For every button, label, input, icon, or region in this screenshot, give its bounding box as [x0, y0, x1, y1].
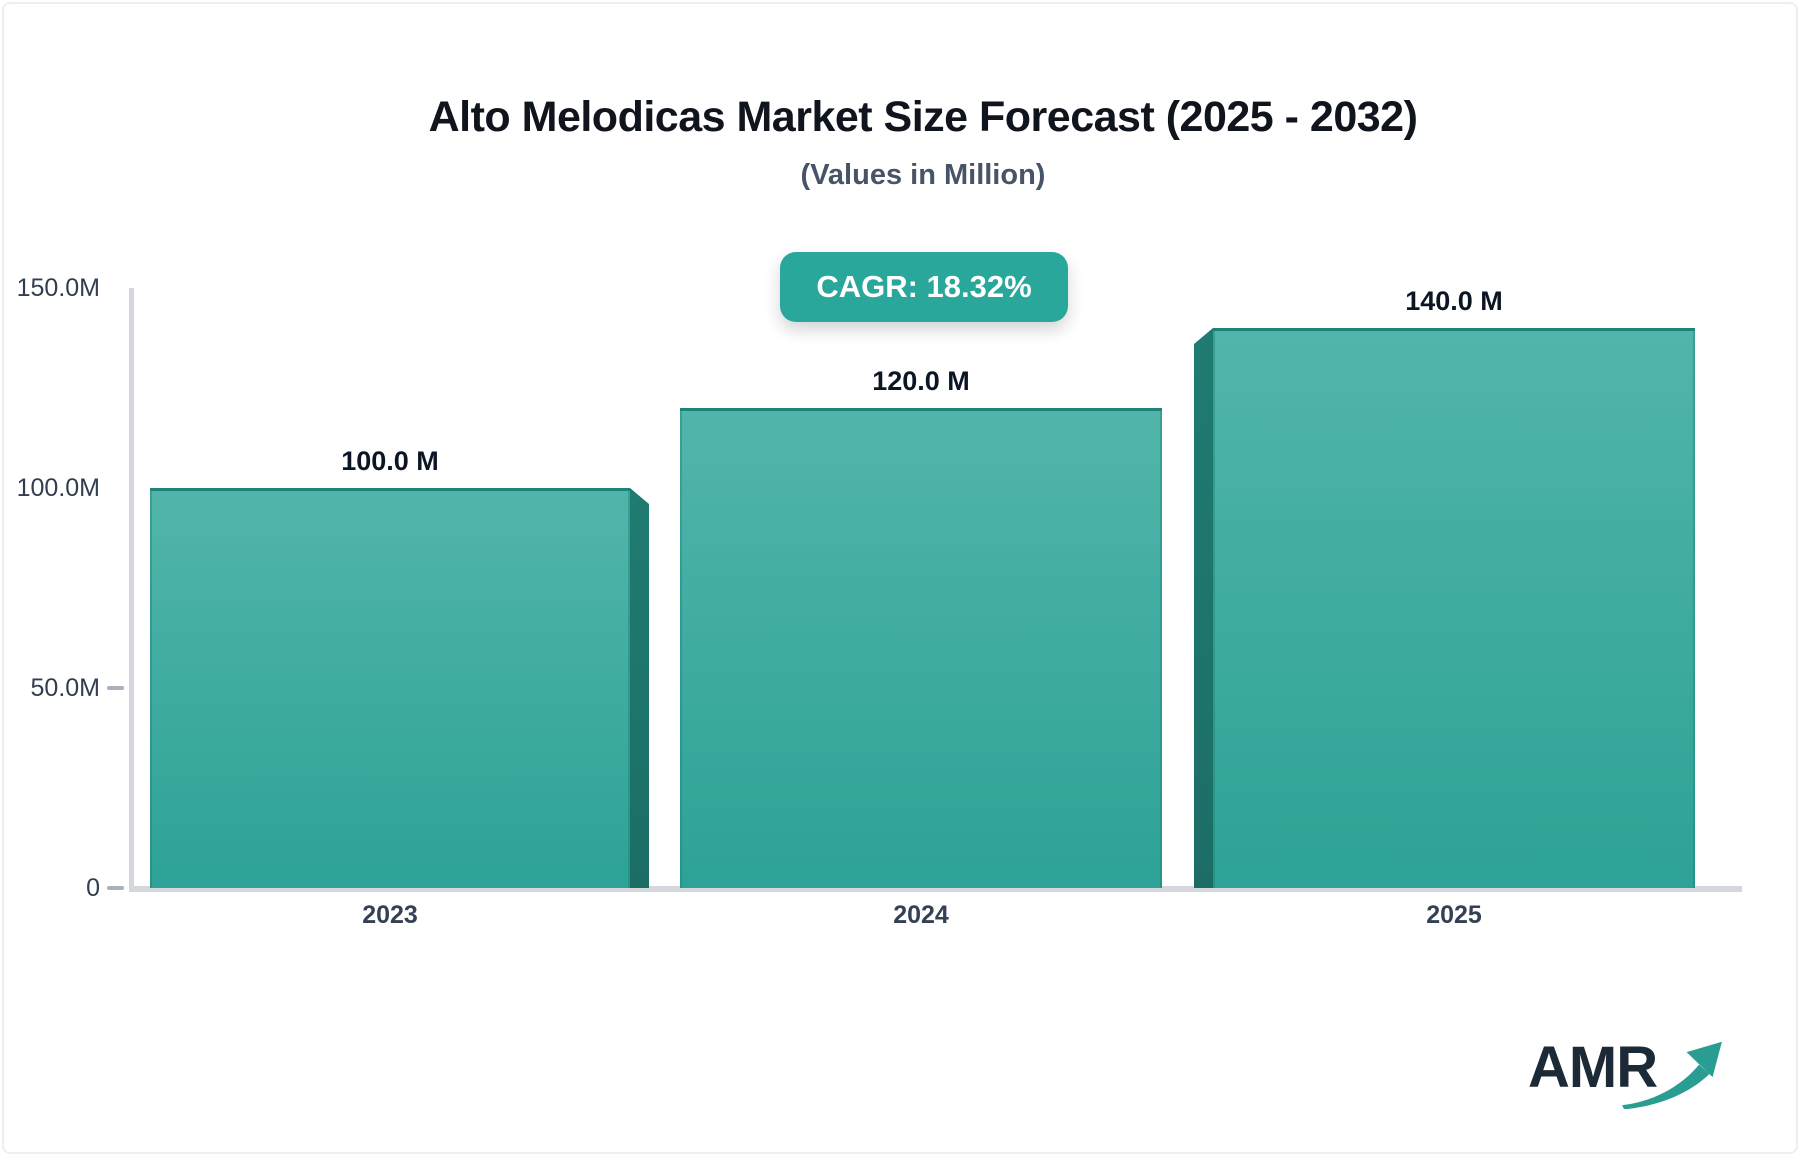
- bar-value-label-2023: 100.0 M: [341, 446, 439, 476]
- bar-2023[interactable]: [150, 488, 630, 888]
- y-tick-label-50: 50.0M: [30, 674, 100, 702]
- chart-subtitle: (Values in Million): [800, 159, 1046, 191]
- y-tick-mark-50: [107, 686, 124, 690]
- logo-text: AMR: [1528, 1035, 1658, 1100]
- bar-value-label-2024: 120.0 M: [872, 366, 970, 396]
- bar-3d-side-2025: [1194, 328, 1213, 888]
- y-axis-line: [129, 288, 134, 888]
- bar-2024[interactable]: [680, 408, 1162, 888]
- y-tick-label-150: 150.0M: [16, 274, 100, 302]
- y-tick-mark-0: [107, 886, 124, 890]
- x-tick-label-2023: 2023: [362, 901, 418, 929]
- y-tick-label-100: 100.0M: [16, 474, 100, 502]
- logo-arrow-icon: [1622, 1041, 1722, 1109]
- bar-2025[interactable]: [1213, 328, 1695, 888]
- bar-value-label-2025: 140.0 M: [1405, 286, 1503, 316]
- x-axis-line: [129, 886, 1742, 892]
- chart-title: Alto Melodicas Market Size Forecast (202…: [428, 93, 1418, 141]
- amr-logo[interactable]: AMR: [1528, 1035, 1728, 1115]
- y-tick-label-0: 0: [86, 874, 100, 902]
- x-tick-label-2025: 2025: [1426, 901, 1482, 929]
- cagr-badge: CAGR: 18.32%: [780, 252, 1068, 322]
- x-tick-label-2024: 2024: [893, 901, 949, 929]
- bar-3d-side-2023: [630, 488, 649, 888]
